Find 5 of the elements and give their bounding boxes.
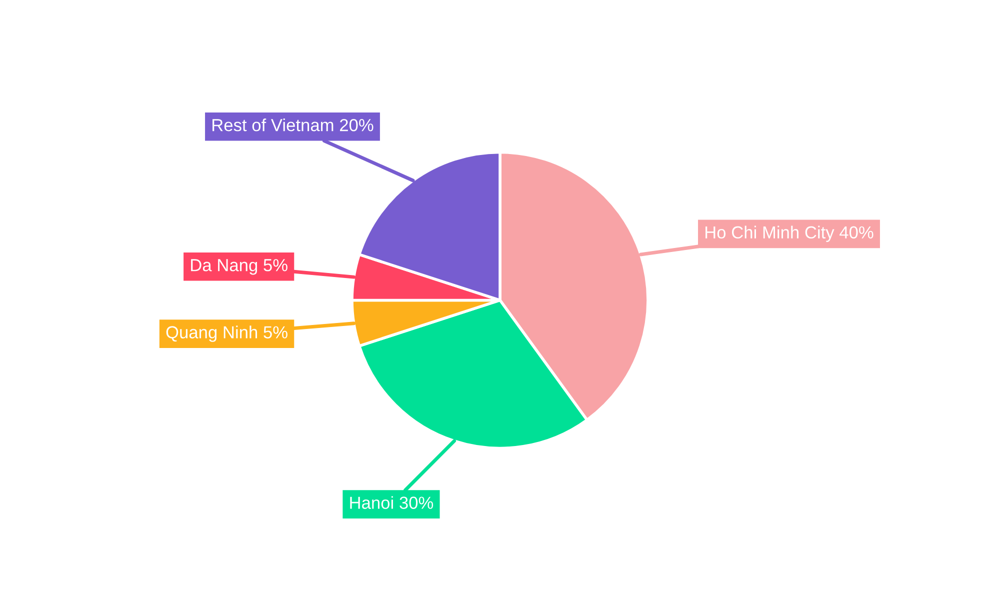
slice-label: Quang Ninh 5% <box>166 326 288 342</box>
slice-label: Hanoi 30% <box>350 496 434 509</box>
slice-label: Rest of Vietnam 20% <box>212 118 374 132</box>
slice-label: Ho Chi Minh City 40% <box>706 226 874 242</box>
slice-label: Da Nang 5% <box>191 259 288 275</box>
